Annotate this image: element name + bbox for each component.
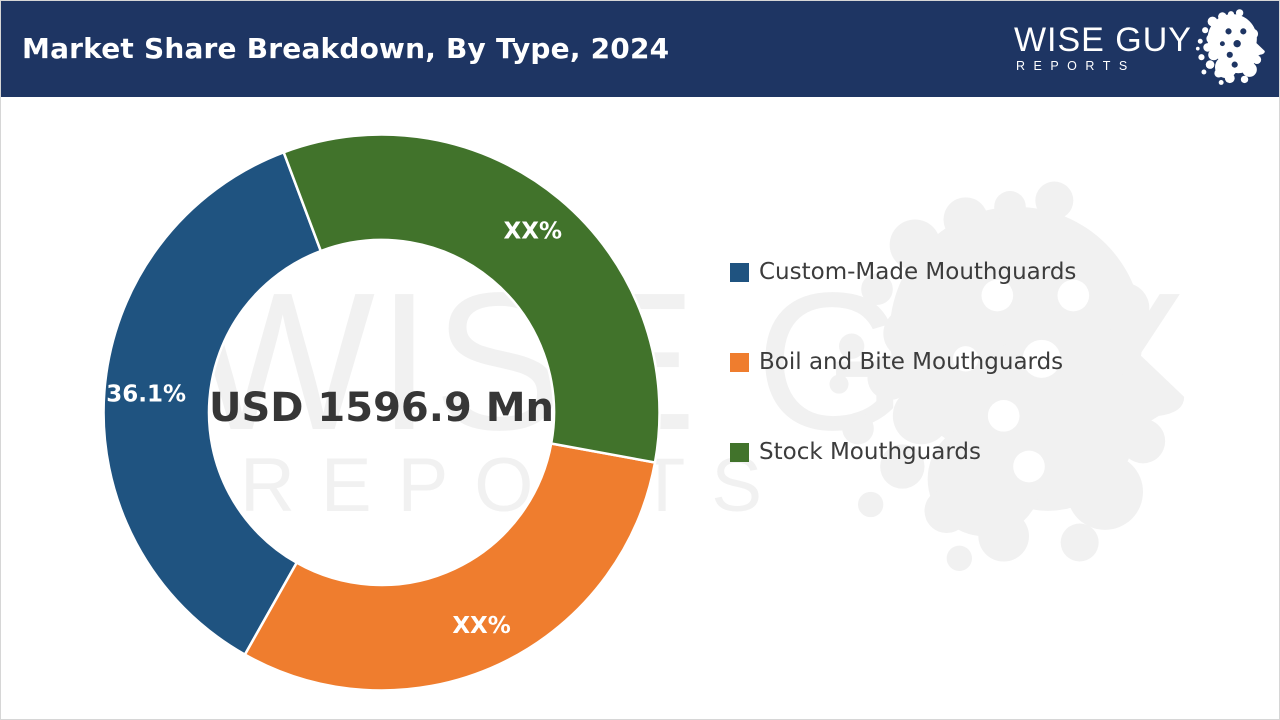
header-bar: Market Share Breakdown, By Type, 2024 WI… — [0, 0, 1280, 97]
legend-label: Stock Mouthguards — [759, 439, 981, 465]
watermark-face-icon — [829, 181, 1185, 571]
donut-segment — [102, 151, 323, 656]
legend-label: Custom-Made Mouthguards — [759, 259, 1077, 285]
legend-item: Custom-Made Mouthguards — [730, 259, 1077, 285]
segment-percent-label: 36.1% — [106, 381, 186, 407]
donut-percent-labels: 36.1% XX% XX% — [106, 218, 562, 639]
logo-title-text: WISE GUY — [1013, 20, 1192, 59]
segment-percent-label: XX% — [504, 218, 563, 244]
donut-wedges — [102, 133, 661, 692]
wise-guy-logo: WISE GUY REPORTS — [1014, 8, 1268, 88]
donut-segment — [243, 442, 657, 692]
logo-subtitle-text: REPORTS — [1015, 59, 1136, 74]
legend-swatch — [730, 442, 749, 462]
legend-swatch — [730, 352, 749, 372]
logo-face-icon — [1195, 9, 1265, 85]
donut-chart: 36.1% XX% XX% USD 1596.9 Mn — [102, 133, 661, 692]
legend-label: Boil and Bite Mouthguards — [759, 349, 1064, 375]
legend-item: Stock Mouthguards — [730, 439, 981, 465]
segment-percent-label: XX% — [452, 613, 511, 639]
legend-item: Boil and Bite Mouthguards — [730, 349, 1064, 375]
donut-segment — [282, 133, 661, 464]
page-title: Market Share Breakdown, By Type, 2024 — [22, 32, 670, 65]
legend-swatch — [730, 262, 749, 282]
logo-wordmark: WISE GUY REPORTS — [1013, 20, 1192, 74]
chart-center-value: USD 1596.9 Mn — [209, 385, 554, 431]
